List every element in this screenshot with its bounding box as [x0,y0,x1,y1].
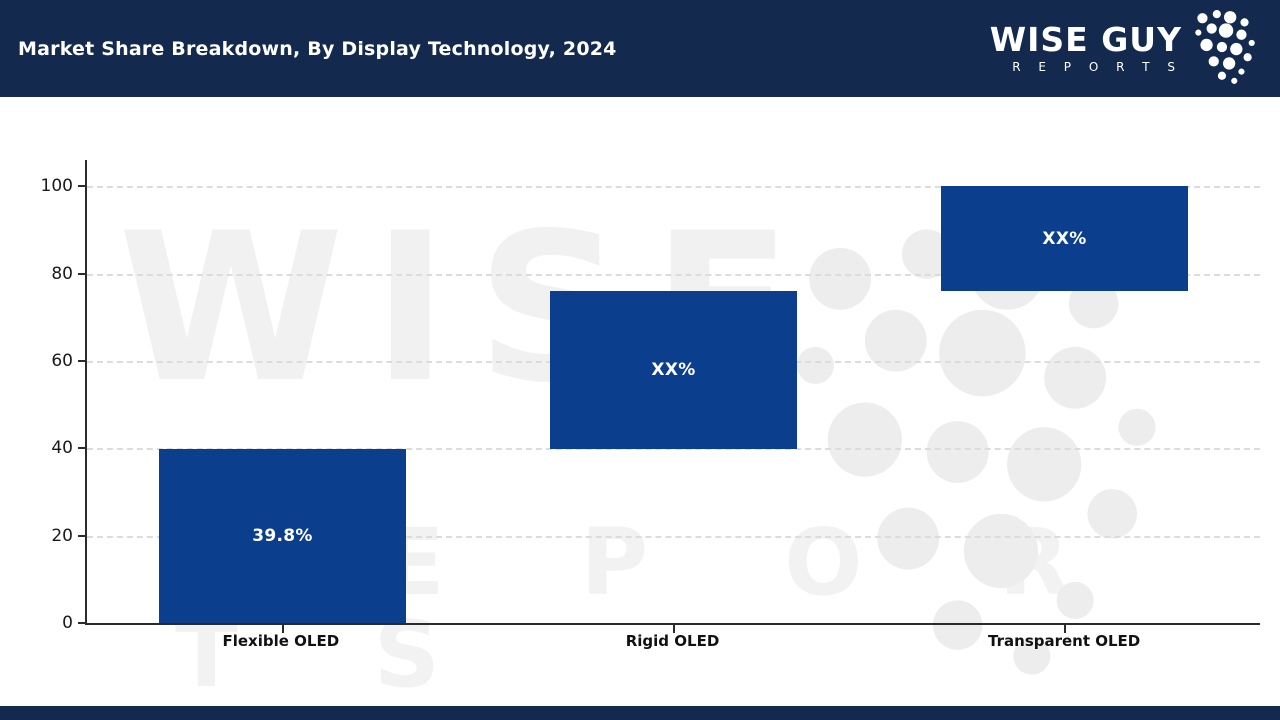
bar-segment: XX% [550,291,797,450]
y-tick-label: 40 [51,438,73,459]
logo-wordmark: WISE GUY [989,20,1182,60]
bar-value-label: 39.8% [252,526,313,547]
footer-bar [0,706,1280,720]
bar-segment: 39.8% [159,449,406,623]
x-tick-mark [672,625,675,633]
y-tick-label: 80 [51,263,73,284]
y-tick-mark [78,534,86,537]
y-tick-mark [78,622,86,624]
gridline [87,273,1260,276]
x-axis-labels: Flexible OLED Rigid OLED Transparent OLED [85,632,1260,656]
y-tick-mark [78,447,86,450]
x-tick-mark [1063,625,1066,633]
chart-title: Market Share Breakdown, By Display Techn… [18,37,617,60]
y-tick-label: 100 [40,176,73,197]
gridline [87,186,1260,189]
bar-value-label: XX% [1042,228,1087,249]
bar-value-label: XX% [651,360,696,381]
x-category-label: Transparent OLED [988,632,1141,650]
y-tick-label: 20 [51,525,73,546]
logo-text: WISE GUY R E P O R T S [990,23,1182,74]
header: Market Share Breakdown, By Display Techn… [0,0,1280,97]
y-tick-label: 0 [62,613,73,633]
gridline [87,535,1260,538]
wise-guy-logo: WISE GUY R E P O R T S [990,8,1266,90]
y-tick-label: 60 [51,350,73,371]
head-dots-icon [1188,8,1260,90]
gridline [87,448,1260,451]
y-tick-mark [78,185,86,188]
chart-area: WISE R E P O R T S 0 20 40 60 80 100 39.8% XX% X… [0,97,1280,706]
x-tick-mark [281,625,284,633]
y-tick-mark [78,359,86,362]
y-tick-mark [78,272,86,275]
x-category-label: Rigid OLED [625,632,720,650]
logo-subtitle: R E P O R T S [1012,59,1182,74]
x-category-label: Flexible OLED [222,632,340,650]
bar-segment: XX% [941,186,1188,292]
plot-area: 0 20 40 60 80 100 39.8% XX% XX% [41,160,1260,633]
